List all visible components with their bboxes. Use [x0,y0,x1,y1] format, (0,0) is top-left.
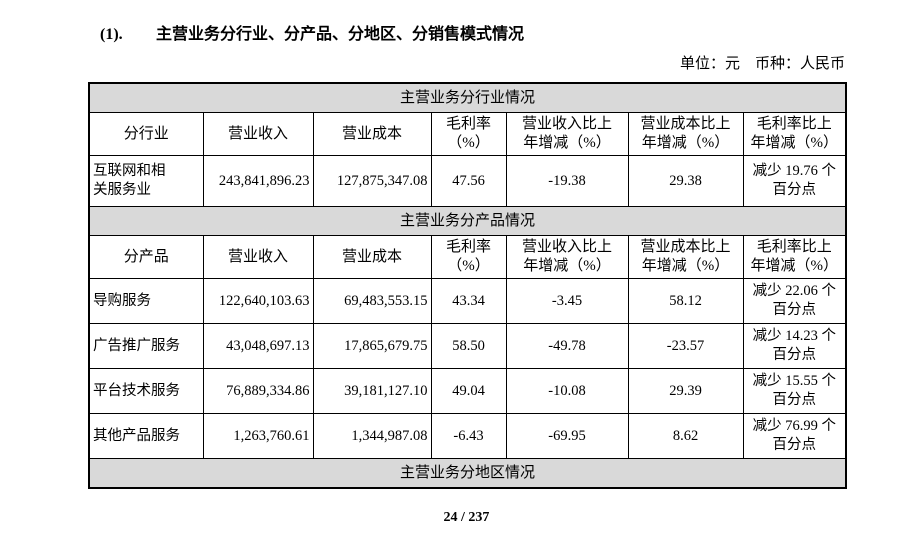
section-band-product-title: 主营业务分产品情况 [88,206,847,236]
cell-margin-yoy: 减少 22.06 个 百分点 [742,278,847,324]
cell-gross-margin: 43.34 [430,278,507,324]
cell-cost-yoy: 8.62 [627,413,744,459]
cell-product-name: 其他产品服务 [88,413,204,459]
section-band-industry: 主营业务分行业情况 [88,82,847,113]
cell-gross-margin: 47.56 [430,155,507,207]
cell-cost: 17,865,679.75 [312,323,432,369]
col-header-cost-yoy: 营业成本比上 年增减（%） [627,235,744,279]
unit-currency-note: 单位：元 币种：人民币 [679,56,845,72]
cell-revenue: 1,263,760.61 [202,413,314,459]
table-row-product: 其他产品服务 1,263,760.61 1,344,987.08 -6.43 -… [88,413,847,459]
cell-margin-yoy: 减少 19.76 个 百分点 [742,155,847,207]
cell-cost: 39,181,127.10 [312,368,432,414]
cell-gross-margin: 58.50 [430,323,507,369]
cell-revenue: 122,640,103.63 [202,278,314,324]
cell-revenue-yoy: -19.38 [505,155,629,207]
col-header-margin-yoy: 毛利率比上 年增减（%） [742,112,847,156]
col-header-revenue: 营业收入 [202,235,314,279]
cell-cost: 127,875,347.08 [312,155,432,207]
section-heading-text: 主营业务分行业、分产品、分地区、分销售模式情况 [156,26,525,43]
table-row-product: 广告推广服务 43,048,697.13 17,865,679.75 58.50… [88,323,847,369]
cell-revenue-yoy: -69.95 [505,413,629,459]
cell-revenue: 76,889,334.86 [202,368,314,414]
cell-product-name: 平台技术服务 [88,368,204,414]
section-band-product: 主营业务分产品情况 [88,206,847,236]
col-header-product: 分产品 [88,235,204,279]
col-header-revenue-yoy: 营业收入比上 年增减（%） [505,112,629,156]
cell-cost: 69,483,553.15 [312,278,432,324]
cell-margin-yoy: 减少 14.23 个 百分点 [742,323,847,369]
page-number: 24 / 237 [443,510,490,525]
col-header-cost: 营业成本 [312,112,432,156]
col-header-cost-yoy: 营业成本比上 年增减（%） [627,112,744,156]
cell-revenue: 243,841,896.23 [202,155,314,207]
cell-product-name: 广告推广服务 [88,323,204,369]
section-band-region: 主营业务分地区情况 [88,458,847,489]
cell-margin-yoy: 减少 76.99 个 百分点 [742,413,847,459]
table-row-product: 平台技术服务 76,889,334.86 39,181,127.10 49.04… [88,368,847,414]
cell-cost-yoy: -23.57 [627,323,744,369]
table-row-product: 导购服务 122,640,103.63 69,483,553.15 43.34 … [88,278,847,324]
product-header-row: 分产品 营业收入 营业成本 毛利率 （%） 营业收入比上 年增减（%） 营业成本… [88,235,847,279]
report-page: (1). 主营业务分行业、分产品、分地区、分销售模式情况 单位：元 币种：人民币 … [0,24,907,544]
cell-cost-yoy: 29.39 [627,368,744,414]
col-header-industry: 分行业 [88,112,204,156]
cell-revenue-yoy: -49.78 [505,323,629,369]
section-heading-number: (1). [100,26,123,43]
cell-cost-yoy: 58.12 [627,278,744,324]
cell-cost-yoy: 29.38 [627,155,744,207]
cell-revenue-yoy: -10.08 [505,368,629,414]
industry-header-row: 分行业 营业收入 营业成本 毛利率 （%） 营业收入比上 年增减（%） 营业成本… [88,112,847,156]
main-business-table: 主营业务分行业情况 分行业 营业收入 营业成本 毛利率 （%） 营业收入比上 年… [88,82,848,489]
cell-industry-name: 互联网和相 关服务业 [88,155,204,207]
cell-gross-margin: -6.43 [430,413,507,459]
col-header-revenue: 营业收入 [202,112,314,156]
cell-revenue: 43,048,697.13 [202,323,314,369]
cell-margin-yoy: 减少 15.55 个 百分点 [742,368,847,414]
table-row-industry: 互联网和相 关服务业 243,841,896.23 127,875,347.08… [88,155,847,207]
col-header-gross-margin: 毛利率 （%） [430,235,507,279]
col-header-revenue-yoy: 营业收入比上 年增减（%） [505,235,629,279]
col-header-gross-margin: 毛利率 （%） [430,112,507,156]
col-header-margin-yoy: 毛利率比上 年增减（%） [742,235,847,279]
section-band-region-title: 主营业务分地区情况 [88,458,847,489]
cell-product-name: 导购服务 [88,278,204,324]
section-band-industry-title: 主营业务分行业情况 [88,82,847,113]
cell-gross-margin: 49.04 [430,368,507,414]
cell-cost: 1,344,987.08 [312,413,432,459]
col-header-cost: 营业成本 [312,235,432,279]
cell-revenue-yoy: -3.45 [505,278,629,324]
section-heading: (1). 主营业务分行业、分产品、分地区、分销售模式情况 [100,24,907,46]
